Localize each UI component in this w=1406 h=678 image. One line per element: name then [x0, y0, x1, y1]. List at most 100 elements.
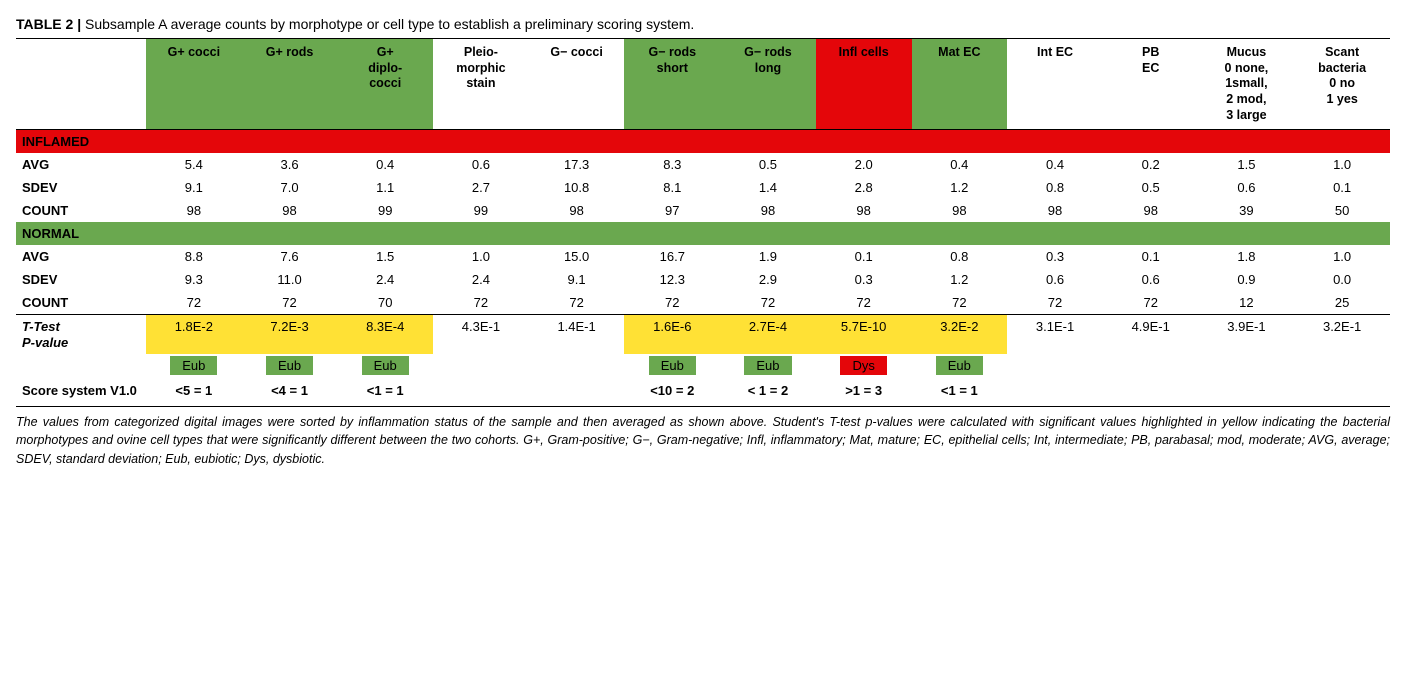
- normal-count-cell-2: 70: [337, 291, 433, 315]
- normal-sdev-cell-10: 0.6: [1103, 268, 1199, 291]
- inflamed-count-cell-12: 50: [1294, 199, 1390, 222]
- inflamed-sdev-cell-10: 0.5: [1103, 176, 1199, 199]
- col-header-3: Pleio-morphicstain: [433, 39, 529, 130]
- inflamed-count-cell-3: 99: [433, 199, 529, 222]
- inflamed-sdev-cell-2: 1.1: [337, 176, 433, 199]
- score-cell-10: [1103, 377, 1199, 407]
- normal-count-cell-4: 72: [529, 291, 625, 315]
- normal-sdev-label: SDEV: [16, 268, 146, 291]
- normal-avg-cell-11: 1.8: [1199, 245, 1295, 268]
- pvalue-cell-10: 4.9E-1: [1103, 315, 1199, 355]
- section-inflamed: INFLAMED: [16, 130, 1390, 154]
- pvalue-cell-12: 3.2E-1: [1294, 315, 1390, 355]
- col-header-12: Scantbacteria0 no1 yes: [1294, 39, 1390, 130]
- col-header-2: G+diplo-cocci: [337, 39, 433, 130]
- inflamed-avg-cell-5: 8.3: [624, 153, 720, 176]
- tag-cell-6: Eub: [720, 354, 816, 377]
- normal-sdev-cell-8: 1.2: [912, 268, 1008, 291]
- col-header-11: Mucus0 none,1small,2 mod,3 large: [1199, 39, 1295, 130]
- tag-cell-12: [1294, 354, 1390, 377]
- normal-sdev-cell-4: 9.1: [529, 268, 625, 291]
- inflamed-count-cell-2: 99: [337, 199, 433, 222]
- inflamed-avg-cell-0: 5.4: [146, 153, 242, 176]
- normal-count-cell-10: 72: [1103, 291, 1199, 315]
- section-normal: NORMAL: [16, 222, 1390, 245]
- inflamed-avg-cell-6: 0.5: [720, 153, 816, 176]
- inflamed-sdev-cell-4: 10.8: [529, 176, 625, 199]
- normal-avg-cell-10: 0.1: [1103, 245, 1199, 268]
- inflamed-count-cell-1: 98: [242, 199, 338, 222]
- normal-sdev-cell-12: 0.0: [1294, 268, 1390, 291]
- tag-0: Eub: [170, 356, 217, 375]
- pvalue-cell-6: 2.7E-4: [720, 315, 816, 355]
- normal-avg-cell-12: 1.0: [1294, 245, 1390, 268]
- inflamed-sdev-cell-0: 9.1: [146, 176, 242, 199]
- normal-avg-cell-1: 7.6: [242, 245, 338, 268]
- score-cell-9: [1007, 377, 1103, 407]
- tag-cell-7: Dys: [816, 354, 912, 377]
- tag-label: [16, 354, 146, 377]
- normal-sdev-cell-11: 0.9: [1199, 268, 1295, 291]
- col-header-10: PBEC: [1103, 39, 1199, 130]
- table-caption: The values from categorized digital imag…: [16, 413, 1390, 467]
- pvalue-cell-8: 3.2E-2: [912, 315, 1008, 355]
- col-header-0: G+ cocci: [146, 39, 242, 130]
- col-header-5: G− rodsshort: [624, 39, 720, 130]
- inflamed-sdev-cell-8: 1.2: [912, 176, 1008, 199]
- inflamed-count-cell-9: 98: [1007, 199, 1103, 222]
- inflamed-sdev-cell-6: 1.4: [720, 176, 816, 199]
- col-header-1: G+ rods: [242, 39, 338, 130]
- normal-sdev-cell-2: 2.4: [337, 268, 433, 291]
- normal-sdev-cell-0: 9.3: [146, 268, 242, 291]
- normal-count-cell-8: 72: [912, 291, 1008, 315]
- normal-avg-cell-2: 1.5: [337, 245, 433, 268]
- score-cell-5: <10 = 2: [624, 377, 720, 407]
- normal-avg-label: AVG: [16, 245, 146, 268]
- col-header-8: Mat EC: [912, 39, 1008, 130]
- normal-count-cell-5: 72: [624, 291, 720, 315]
- normal-sdev-cell-1: 11.0: [242, 268, 338, 291]
- inflamed-avg-cell-10: 0.2: [1103, 153, 1199, 176]
- inflamed-sdev-cell-11: 0.6: [1199, 176, 1295, 199]
- table-label: TABLE 2 |: [16, 16, 81, 32]
- table-title: TABLE 2 | Subsample A average counts by …: [16, 16, 1390, 32]
- normal-avg-cell-5: 16.7: [624, 245, 720, 268]
- inflamed-avg-cell-8: 0.4: [912, 153, 1008, 176]
- tag-cell-10: [1103, 354, 1199, 377]
- pvalue-cell-11: 3.9E-1: [1199, 315, 1295, 355]
- tag-2: Eub: [362, 356, 409, 375]
- inflamed-sdev-cell-5: 8.1: [624, 176, 720, 199]
- header-blank: [16, 39, 146, 130]
- tag-5: Eub: [649, 356, 696, 375]
- inflamed-avg-cell-9: 0.4: [1007, 153, 1103, 176]
- inflamed-avg-cell-2: 0.4: [337, 153, 433, 176]
- normal-count-cell-9: 72: [1007, 291, 1103, 315]
- tag-cell-3: [433, 354, 529, 377]
- col-header-9: Int EC: [1007, 39, 1103, 130]
- pvalue-cell-3: 4.3E-1: [433, 315, 529, 355]
- normal-count-cell-3: 72: [433, 291, 529, 315]
- score-label: Score system V1.0: [16, 377, 146, 407]
- inflamed-count-label: COUNT: [16, 199, 146, 222]
- pvalue-cell-7: 5.7E-10: [816, 315, 912, 355]
- normal-count-cell-7: 72: [816, 291, 912, 315]
- tag-cell-4: [529, 354, 625, 377]
- score-cell-1: <4 = 1: [242, 377, 338, 407]
- normal-count-label: COUNT: [16, 291, 146, 315]
- col-header-4: G− cocci: [529, 39, 625, 130]
- pvalue-cell-2: 8.3E-4: [337, 315, 433, 355]
- score-cell-12: [1294, 377, 1390, 407]
- inflamed-avg-label: AVG: [16, 153, 146, 176]
- normal-avg-cell-3: 1.0: [433, 245, 529, 268]
- inflamed-count-cell-4: 98: [529, 199, 625, 222]
- normal-sdev-cell-3: 2.4: [433, 268, 529, 291]
- inflamed-sdev-cell-1: 7.0: [242, 176, 338, 199]
- col-header-6: G− rodslong: [720, 39, 816, 130]
- tag-1: Eub: [266, 356, 313, 375]
- normal-count-cell-1: 72: [242, 291, 338, 315]
- tag-cell-8: Eub: [912, 354, 1008, 377]
- inflamed-sdev-cell-12: 0.1: [1294, 176, 1390, 199]
- normal-sdev-cell-5: 12.3: [624, 268, 720, 291]
- score-cell-11: [1199, 377, 1295, 407]
- inflamed-avg-cell-12: 1.0: [1294, 153, 1390, 176]
